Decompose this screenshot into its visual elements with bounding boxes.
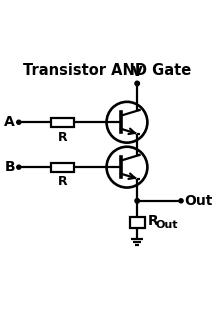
Circle shape (179, 199, 183, 203)
Circle shape (17, 165, 21, 169)
Text: Out: Out (185, 194, 213, 208)
Bar (51, 163, 74, 172)
Bar (130, 217, 145, 228)
Text: R: R (147, 214, 158, 228)
Circle shape (135, 199, 139, 203)
Text: Out: Out (156, 220, 178, 230)
Text: R: R (58, 175, 68, 188)
Text: B: B (4, 160, 15, 174)
Circle shape (17, 120, 21, 124)
Text: A: A (4, 115, 15, 129)
Text: V: V (132, 65, 143, 79)
Text: R: R (58, 131, 68, 143)
Circle shape (135, 81, 139, 86)
Bar (51, 118, 74, 127)
Text: Transistor AND Gate: Transistor AND Gate (24, 63, 192, 78)
